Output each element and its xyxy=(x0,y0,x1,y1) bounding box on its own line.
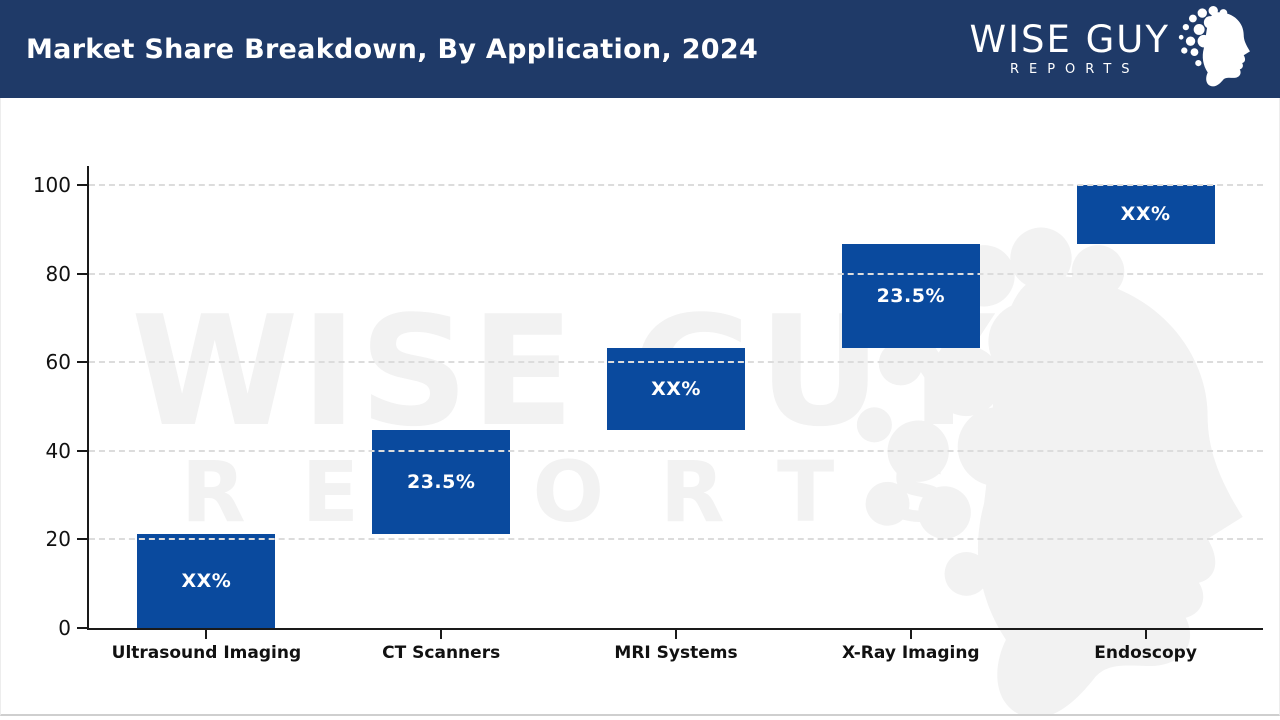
gridline xyxy=(89,272,1263,275)
page-title: Market Share Breakdown, By Application, … xyxy=(26,33,759,65)
header: Market Share Breakdown, By Application, … xyxy=(0,0,1280,98)
bar-value-label: 23.5% xyxy=(406,470,476,493)
bar-chart: XX% Ultrasound Imaging 23.5% CT Scanners XX%… xyxy=(33,166,1263,663)
bar-mri-systems: XX% xyxy=(607,347,745,430)
x-tick-label-x-ray-imaging: X-Ray Imaging xyxy=(842,643,980,663)
y-tick-label: 40 xyxy=(45,438,71,463)
x-tick xyxy=(205,630,208,639)
y-tick-label: 20 xyxy=(45,527,71,552)
x-tick xyxy=(675,630,677,639)
y-tick xyxy=(77,627,87,629)
bar-value-label: XX% xyxy=(651,377,701,400)
bar-value-label: XX% xyxy=(1120,203,1171,226)
bar-endoscopy: XX% xyxy=(1076,185,1215,244)
y-tick xyxy=(77,449,87,452)
y-tick xyxy=(77,184,87,187)
bar-x-ray-imaging: 23.5% xyxy=(841,243,980,348)
x-axis-line xyxy=(87,628,1263,630)
bar-value-label: 23.5% xyxy=(876,284,945,307)
x-tick-label-ultrasound-imaging: Ultrasound Imaging xyxy=(111,643,302,663)
y-tick xyxy=(77,538,87,541)
gridline xyxy=(89,538,1263,541)
bar-ct-scanners: 23.5% xyxy=(372,429,511,534)
gridline xyxy=(89,184,1263,187)
x-tick-label-ct-scanners: CT Scanners xyxy=(382,643,501,663)
brand-name: WISE GUY xyxy=(969,18,1170,61)
x-tick xyxy=(1144,630,1147,639)
x-tick-label-mri-systems: MRI Systems xyxy=(614,643,738,663)
y-tick-label: 60 xyxy=(45,350,71,375)
y-tick-label: 80 xyxy=(45,261,71,286)
x-tick xyxy=(909,630,912,639)
dotted-head-profile-icon xyxy=(1178,6,1250,87)
gridline xyxy=(89,361,1263,364)
y-tick-label: 100 xyxy=(32,173,71,198)
y-tick xyxy=(77,272,87,275)
bar-ultrasound-imaging: XX% xyxy=(137,533,276,628)
gridline xyxy=(89,449,1263,452)
y-tick-label: 0 xyxy=(58,616,71,640)
x-tick-label-endoscopy: Endoscopy xyxy=(1094,643,1197,663)
chart-card: WISE GUY REPORTS XX% Ultrasound Imaging 23… xyxy=(0,98,1280,716)
brand-wordmark: WISE GUY REPORTS xyxy=(970,21,1170,77)
y-axis-line xyxy=(87,166,89,630)
brand-subtitle: REPORTS xyxy=(1009,62,1140,77)
bar-value-label: XX% xyxy=(181,569,232,592)
x-tick xyxy=(440,630,443,639)
brand-logo: WISE GUY REPORTS xyxy=(970,6,1254,92)
y-tick xyxy=(77,361,87,364)
